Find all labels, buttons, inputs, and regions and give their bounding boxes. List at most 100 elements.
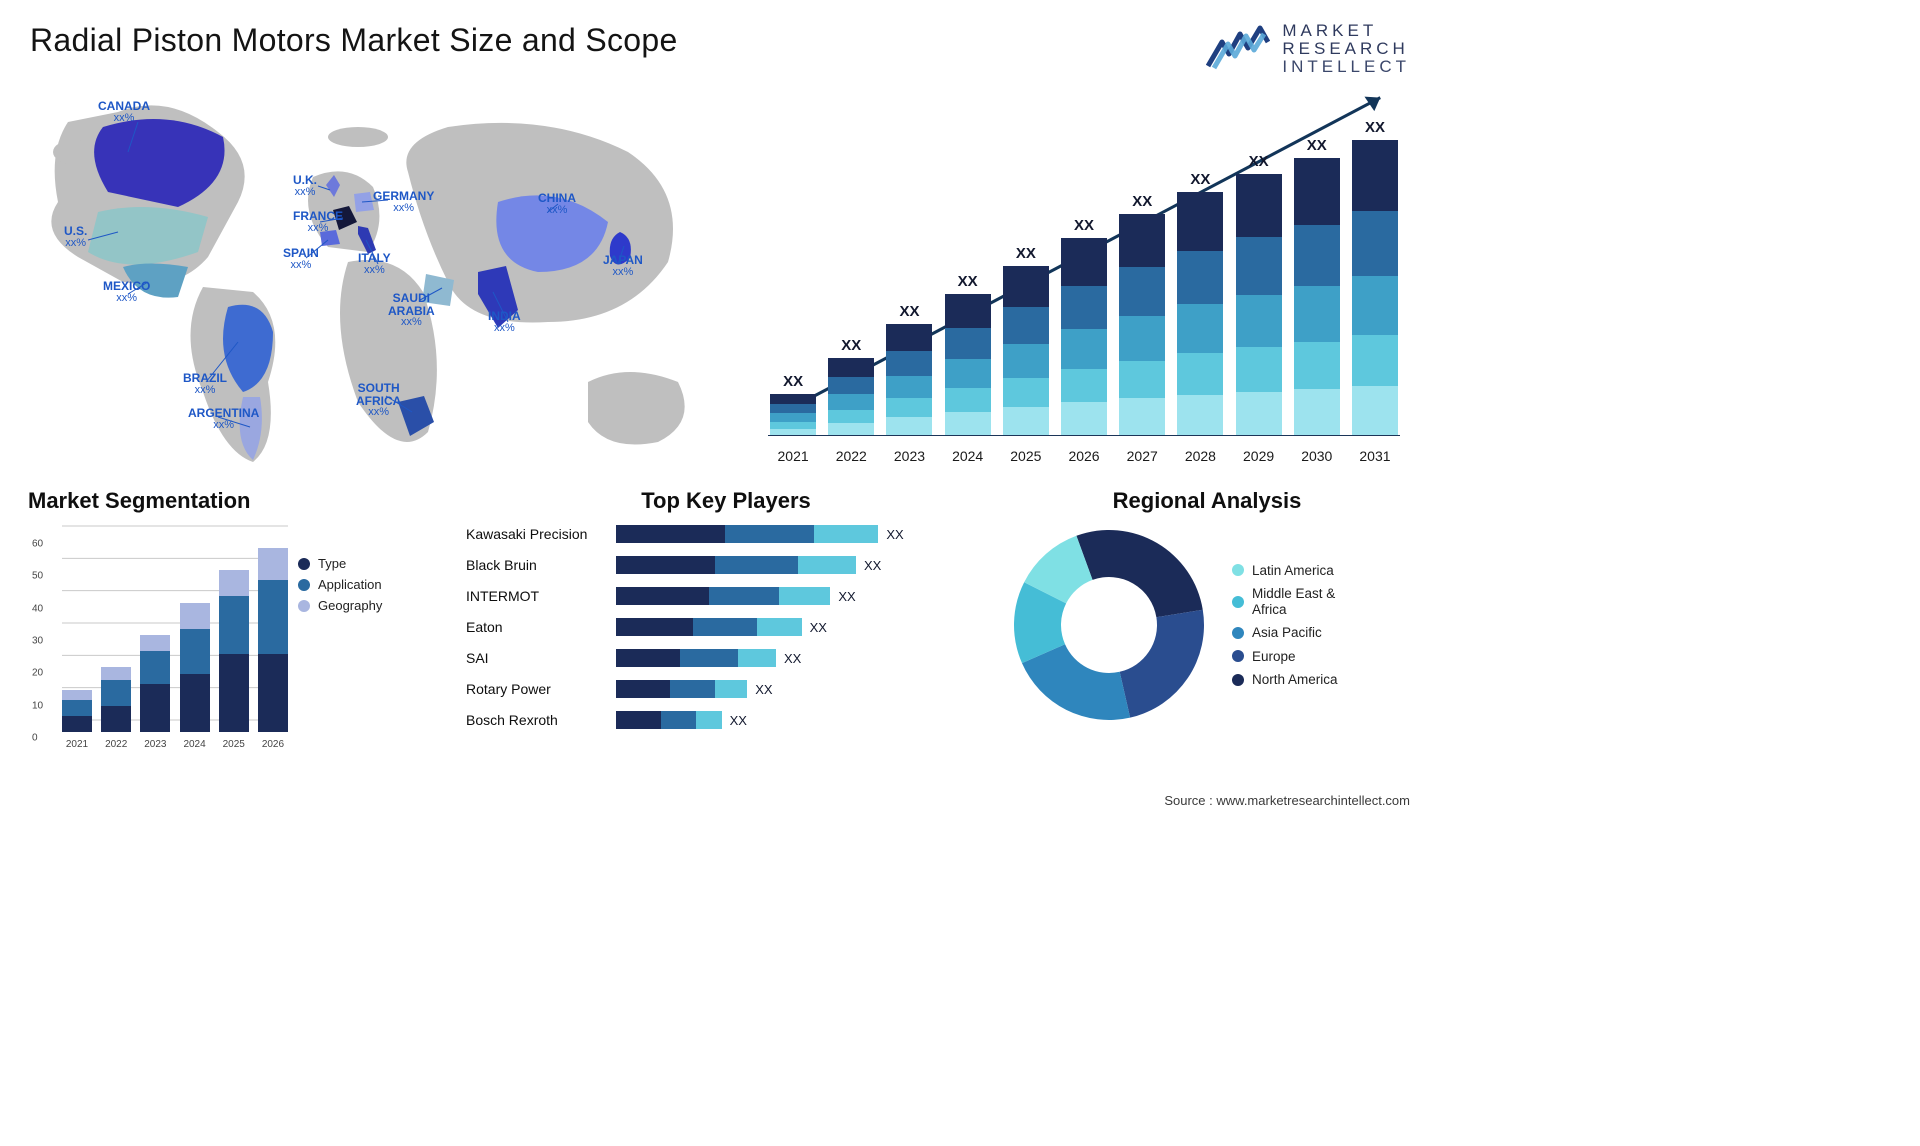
player-value: XX: [755, 682, 772, 697]
player-bar: [616, 680, 747, 698]
growth-bar-seg: [828, 394, 874, 410]
seg-bar-seg: [62, 716, 92, 732]
regional-donut: [1004, 520, 1214, 730]
growth-bar-seg: [886, 376, 932, 398]
legend-label: Latin America: [1252, 563, 1334, 579]
seg-bar-seg: [219, 570, 249, 596]
growth-bar-seg: [770, 413, 816, 421]
growth-x-axis: [768, 435, 1400, 436]
seg-bar: [62, 690, 92, 732]
legend-label: Europe: [1252, 649, 1296, 665]
growth-bar-seg: [886, 324, 932, 351]
growth-bar: XX: [1292, 136, 1342, 436]
growth-bar-seg: [1119, 361, 1165, 399]
growth-bar-seg: [828, 377, 874, 394]
growth-bar-seg: [1119, 267, 1165, 316]
seg-bar-seg: [219, 596, 249, 654]
legend-item: Latin America: [1232, 563, 1338, 579]
growth-x-label: 2023: [884, 448, 934, 464]
segmentation-title: Market Segmentation: [28, 488, 448, 514]
growth-bar-seg: [828, 423, 874, 436]
source-text: Source : www.marketresearchintellect.com: [1164, 793, 1410, 808]
growth-bar-seg: [1177, 251, 1223, 305]
seg-bar: [258, 548, 288, 732]
growth-bar: XX: [768, 136, 818, 436]
seg-x-label: 2026: [258, 739, 288, 750]
brand-line2: RESEARCH: [1282, 40, 1410, 58]
player-bar-seg: [696, 711, 722, 729]
growth-bar-seg: [828, 358, 874, 377]
seg-x-label: 2024: [180, 739, 210, 750]
legend-item: Asia Pacific: [1232, 625, 1338, 641]
seg-bar-seg: [180, 603, 210, 629]
player-value: XX: [886, 527, 903, 542]
player-bar-seg: [757, 618, 802, 636]
player-row: INTERMOTXX: [616, 582, 946, 610]
growth-bar: XX: [1234, 136, 1284, 436]
legend-item: Application: [298, 577, 448, 592]
growth-bar-seg: [1352, 211, 1398, 276]
legend-item: North America: [1232, 672, 1338, 688]
growth-bar-seg: [1003, 344, 1049, 378]
player-value: XX: [730, 713, 747, 728]
growth-bar-seg: [1236, 295, 1282, 347]
growth-bar-seg: [1294, 286, 1340, 342]
player-value: XX: [784, 651, 801, 666]
seg-y-label: 50: [32, 571, 43, 582]
brand-logo-icon: [1206, 24, 1270, 74]
player-label: Rotary Power: [466, 681, 611, 697]
brand: MARKET RESEARCH INTELLECT: [1206, 22, 1410, 76]
growth-bar: XX: [1117, 136, 1167, 436]
player-bar-seg: [779, 587, 830, 605]
world-map-svg: [28, 82, 728, 482]
seg-x-label: 2023: [140, 739, 170, 750]
world-map: CANADAxx%U.S.xx%MEXICOxx%BRAZILxx%ARGENT…: [28, 82, 728, 482]
regional-legend: Latin America Middle East &Africa Asia Pac…: [1232, 555, 1338, 696]
player-value: XX: [864, 558, 881, 573]
legend-label: North America: [1252, 672, 1338, 688]
growth-bar-seg: [1236, 174, 1282, 237]
seg-bar-seg: [219, 654, 249, 732]
growth-bar: XX: [1175, 136, 1225, 436]
player-bar-seg: [709, 587, 779, 605]
growth-bar-seg: [1061, 238, 1107, 286]
seg-bar-seg: [101, 706, 131, 732]
growth-bar-seg: [1294, 342, 1340, 389]
seg-bar-seg: [101, 680, 131, 706]
player-row: SAIXX: [616, 644, 946, 672]
seg-bar-seg: [101, 667, 131, 680]
seg-bar: [101, 667, 131, 732]
player-row: Bosch RexrothXX: [616, 706, 946, 734]
growth-bar-seg: [1177, 304, 1223, 353]
growth-bar-seg: [886, 398, 932, 417]
growth-bar-seg: [1294, 225, 1340, 286]
growth-bar-seg: [1177, 192, 1223, 251]
player-row: Rotary PowerXX: [616, 675, 946, 703]
growth-x-label: 2030: [1292, 448, 1342, 464]
growth-bar-seg: [1177, 395, 1223, 436]
growth-bar-seg: [886, 417, 932, 436]
brand-line1: MARKET: [1282, 22, 1410, 40]
growth-x-label: 2026: [1059, 448, 1109, 464]
seg-bar-seg: [140, 651, 170, 683]
legend-label: Asia Pacific: [1252, 625, 1322, 641]
legend-label: Middle East &Africa: [1252, 586, 1335, 617]
growth-bar-value: XX: [1190, 171, 1210, 188]
player-label: SAI: [466, 650, 611, 666]
player-bar-seg: [616, 525, 725, 543]
donut-slice: [1076, 530, 1202, 617]
legend-dot-icon: [1232, 674, 1244, 686]
players-title: Top Key Players: [466, 488, 986, 514]
growth-bar-seg: [770, 422, 816, 429]
player-bar-seg: [680, 649, 738, 667]
donut-slice: [1120, 610, 1204, 718]
growth-bar: XX: [884, 136, 934, 436]
seg-bar-seg: [180, 629, 210, 674]
player-label: Kawasaki Precision: [466, 526, 611, 542]
growth-x-label: 2031: [1350, 448, 1400, 464]
growth-bar: XX: [826, 136, 876, 436]
legend-dot-icon: [1232, 564, 1244, 576]
segmentation-chart: 0102030405060 202120222023202420252026 T…: [28, 520, 448, 750]
seg-y-label: 40: [32, 603, 43, 614]
growth-bar-value: XX: [958, 273, 978, 290]
